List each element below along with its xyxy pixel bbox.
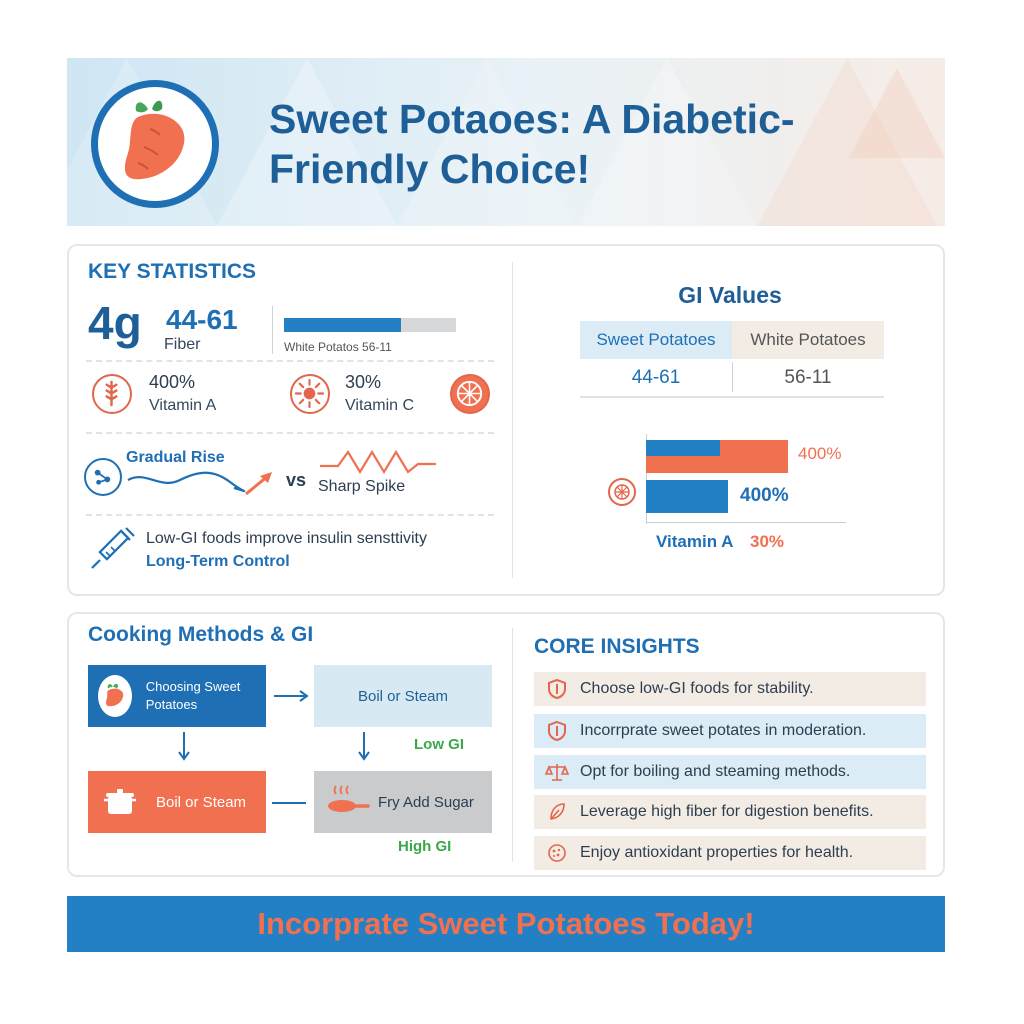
syringe-icon <box>91 527 135 569</box>
bar-1 <box>646 440 788 473</box>
citrus-icon <box>608 478 636 506</box>
vitamin-a-caption: Vitamin A <box>656 532 734 551</box>
vitamin-c-label: Vitamin C <box>345 397 415 414</box>
pot-icon <box>104 789 136 814</box>
gi-range-value: 44-61 <box>166 304 238 335</box>
flow-boil-box-top: Boil or Steam <box>314 665 492 727</box>
shield-icon <box>548 678 566 700</box>
bar-2-blue-segment <box>646 480 728 513</box>
stat-separator <box>272 306 273 354</box>
gi-values-heading: GI Values <box>678 282 782 308</box>
insight-item: Leverage high fiber for digestion benefi… <box>534 795 926 829</box>
insight-text: Incorrprate sweet potates in moderation. <box>580 722 867 739</box>
arrow-down-icon <box>178 732 190 761</box>
citrus-icon <box>450 374 490 414</box>
dashed-divider <box>86 432 494 434</box>
flow-choose-box: Choosing Sweet Potatoes <box>88 665 266 727</box>
wheat-icon <box>92 374 132 414</box>
sharp-spike-line <box>320 449 436 475</box>
gi-sweet-value: 44-61 <box>631 367 681 388</box>
antioxidant-icon <box>548 844 566 862</box>
gradual-rise-label: Gradual Rise <box>126 449 225 466</box>
scale-icon <box>545 764 569 781</box>
bar-axis <box>646 434 647 524</box>
shield-icon <box>548 720 566 742</box>
molecule-icon <box>84 458 122 496</box>
frying-pan-icon <box>328 785 370 812</box>
arrow-down-icon <box>358 732 370 761</box>
sweet-potato-icon <box>124 100 185 180</box>
fiber-value: 4g <box>88 297 142 349</box>
flow-boil-box-bottom: Boil or Steam <box>88 771 266 833</box>
insight-item: Choose low-GI foods for stability. <box>534 672 926 706</box>
bar-2-label: 400% <box>740 485 789 506</box>
insight-item: Incorrprate sweet potates in moderation. <box>534 714 926 748</box>
vs-label: vs <box>286 470 307 490</box>
footer-cta-banner: Incorprate Sweet Potatoes Today! <box>67 896 945 952</box>
fiber-label: Fiber <box>164 336 201 353</box>
insight-text: Enjoy antioxidant properties for health. <box>580 844 854 861</box>
leaf-icon <box>550 803 565 820</box>
vitamin-a-label: Vitamin A <box>149 397 217 414</box>
statistics-card <box>67 244 945 596</box>
gi-table-bottom-border <box>580 396 884 398</box>
gi-comparison-bar <box>284 318 456 332</box>
gi-white-value: 56-11 <box>784 367 832 388</box>
bar-1-label: 400% <box>798 444 842 463</box>
high-gi-label: High GI <box>398 838 452 855</box>
divider <box>512 628 513 862</box>
dashed-divider <box>86 514 494 516</box>
bar-baseline <box>646 522 846 523</box>
page-title: Sweet Potaoes: A Diabetic-Friendly Choic… <box>269 96 795 192</box>
gi-comparison-bar-fill <box>284 318 401 332</box>
insight-text: Choose low-GI foods for stability. <box>580 680 814 697</box>
long-term-label: Long-Term Control <box>146 553 290 570</box>
gi-col-white-header: White Potatoes <box>732 321 884 359</box>
divider <box>512 262 513 578</box>
sharp-spike-label: Sharp Spike <box>318 478 406 495</box>
flow-fry-box: Fry Add Sugar <box>314 771 492 833</box>
gi-col-sweet-header: Sweet Potatoes <box>580 321 732 359</box>
insight-text: Opt for boiling and steaming methods. <box>580 763 851 780</box>
footer-cta-text: Incorprate Sweet Potatoes Today! <box>257 906 755 941</box>
gi-table-separator <box>732 362 733 392</box>
flow-boil-bottom-label: Boil or Steam <box>156 793 247 811</box>
arrow-right-icon <box>274 690 309 702</box>
sun-icon <box>290 374 330 414</box>
insight-text: Leverage high fiber for digestion benefi… <box>580 803 874 820</box>
sweet-potato-icon <box>98 675 132 717</box>
flow-fry-label: Fry Add Sugar <box>378 793 474 811</box>
bar-1-blue-segment <box>646 440 720 456</box>
flow-choose-label: Choosing Sweet Potatoes <box>145 679 241 712</box>
dashed-divider <box>86 360 494 362</box>
vitamin-a-value: 400% <box>149 372 196 392</box>
insight-item: Enjoy antioxidant properties for health. <box>534 836 926 870</box>
logo-badge <box>91 80 219 208</box>
cooking-methods-heading: Cooking Methods & GI <box>88 623 314 646</box>
insight-item: Opt for boiling and steaming methods. <box>534 755 926 789</box>
vitamin-c-value: 30% <box>345 372 382 392</box>
core-insights-heading: CORE INSIGHTS <box>534 635 700 658</box>
key-statistics-heading: KEY STATISTICS <box>88 260 257 283</box>
header-banner: Sweet Potaoes: A Diabetic-Friendly Choic… <box>67 58 945 226</box>
bar-caption: White Potatos 56-11 <box>284 340 392 354</box>
bar-2 <box>646 480 728 513</box>
low-gi-label: Low GI <box>414 736 464 753</box>
gradual-curve <box>127 471 272 496</box>
insulin-text: Low-GI foods improve insulin sensttivity <box>146 530 427 547</box>
connector-line <box>272 802 306 804</box>
vitamin-a-percent: 30% <box>750 532 785 551</box>
